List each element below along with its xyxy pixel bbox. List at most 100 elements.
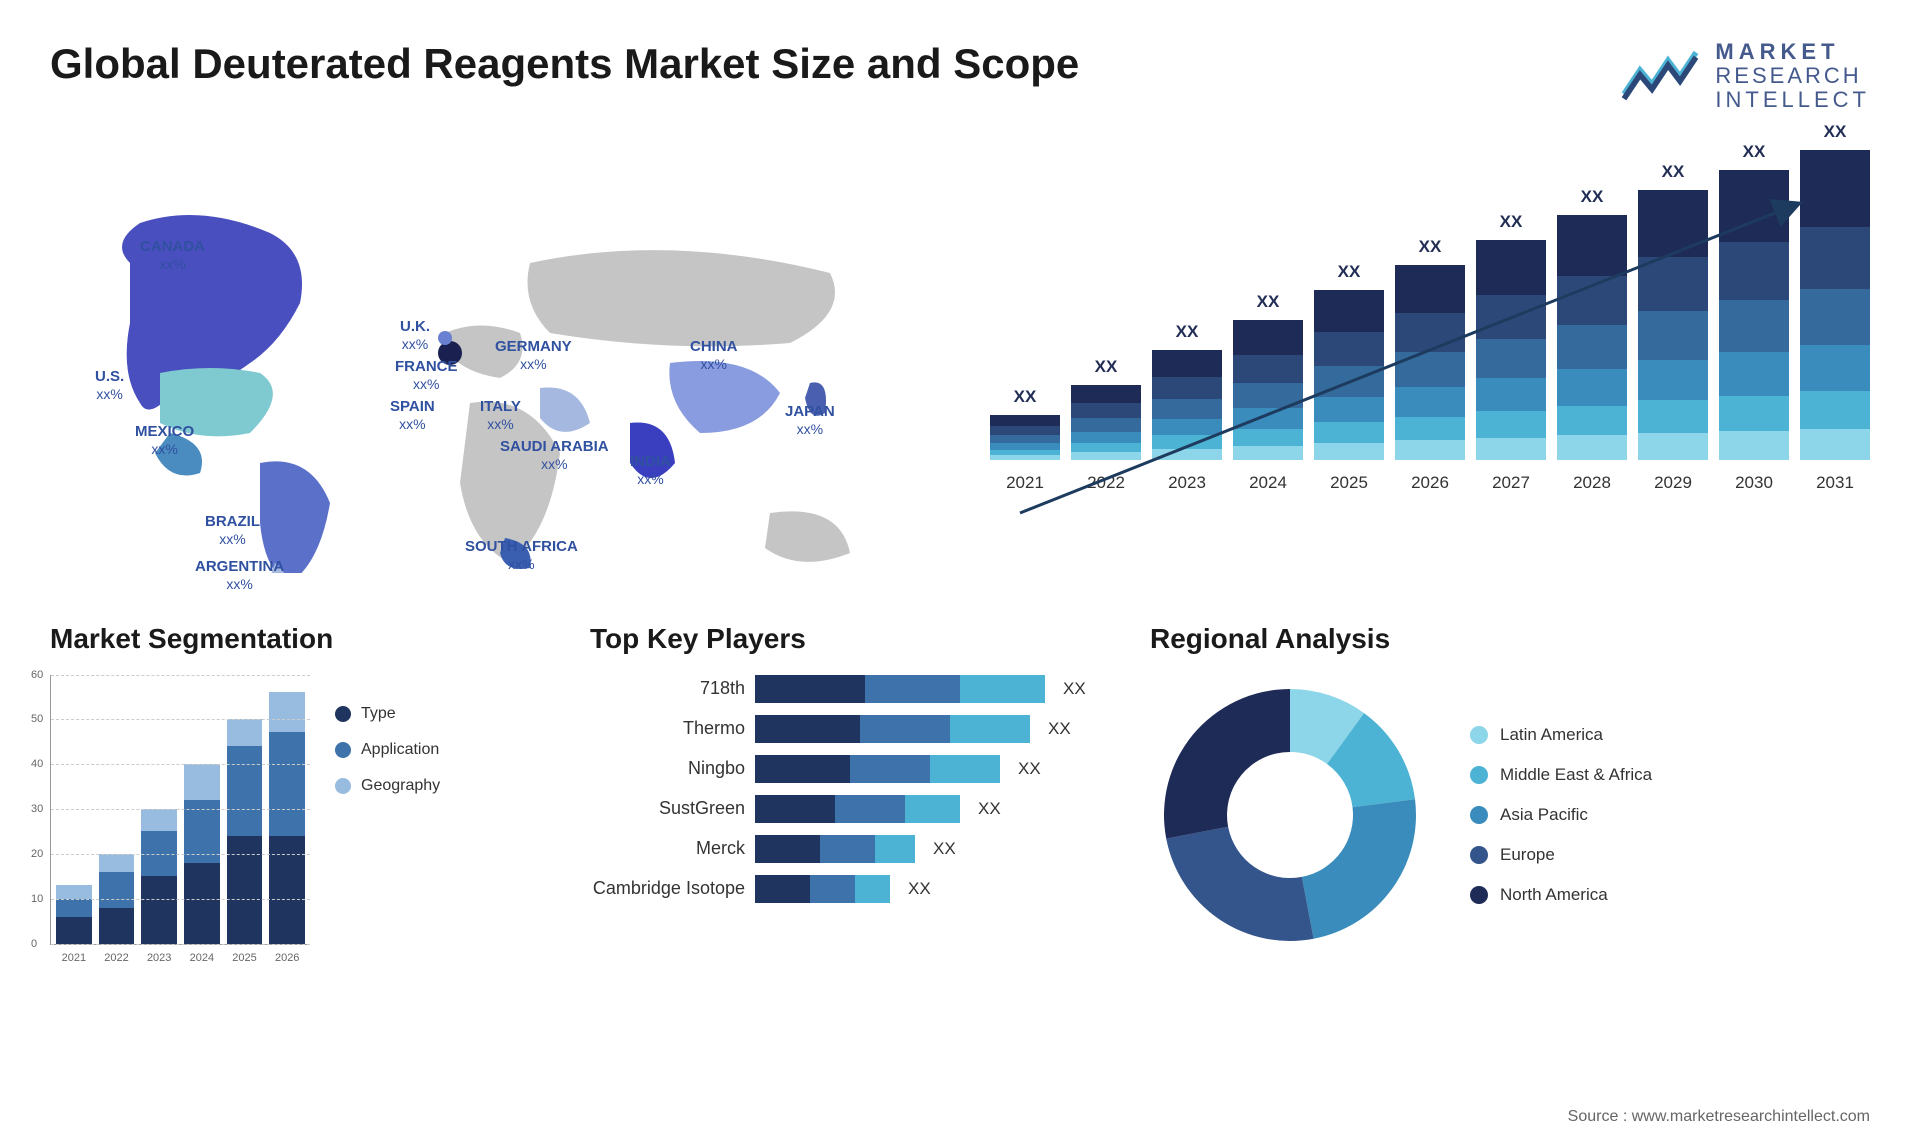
bottom-row: Market Segmentation 20212022202320242025… xyxy=(50,623,1870,955)
growth-bar: XX 2030 xyxy=(1719,142,1789,493)
growth-bar-label: XX xyxy=(1824,122,1847,142)
logo: MARKET RESEARCH INTELLECT xyxy=(1620,40,1870,113)
source-text: Source : www.marketresearchintellect.com xyxy=(1568,1108,1870,1126)
regional-legend-item: Europe xyxy=(1470,845,1652,865)
regional-section: Regional Analysis Latin AmericaMiddle Ea… xyxy=(1150,623,1870,955)
growth-bar: XX 2029 xyxy=(1638,162,1708,493)
growth-year: 2028 xyxy=(1573,473,1611,493)
logo-line3: INTELLECT xyxy=(1715,88,1870,112)
growth-chart: XX2021XX2022XX2023XX2024XX2025XX2026XX20… xyxy=(990,143,1870,573)
logo-line2: RESEARCH xyxy=(1715,64,1870,88)
header: Global Deuterated Reagents Market Size a… xyxy=(50,40,1870,113)
player-row: 718thXX xyxy=(590,675,1100,703)
segmentation-section: Market Segmentation 20212022202320242025… xyxy=(50,623,540,955)
player-value: XX xyxy=(1048,719,1071,739)
regional-legend-item: North America xyxy=(1470,885,1652,905)
segmentation-bars: 202120222023202420252026 0102030405060 xyxy=(50,675,310,945)
growth-year: 2031 xyxy=(1816,473,1854,493)
regional-donut xyxy=(1150,675,1430,955)
regional-legend: Latin AmericaMiddle East & AfricaAsia Pa… xyxy=(1470,725,1652,905)
growth-bar-label: XX xyxy=(1743,142,1766,162)
growth-bar-label: XX xyxy=(1095,357,1118,377)
map-label: BRAZILxx% xyxy=(205,513,260,549)
growth-bar: XX 2023 xyxy=(1152,322,1222,493)
player-row: Thermo XX xyxy=(590,715,1100,743)
seg-bar xyxy=(269,692,305,944)
growth-bar-label: XX xyxy=(1662,162,1685,182)
growth-bar-label: XX xyxy=(1581,187,1604,207)
map-brazil xyxy=(260,461,330,573)
player-value: XX xyxy=(978,799,1001,819)
player-row: Merck XX xyxy=(590,835,1100,863)
growth-bar: XX2025 xyxy=(1314,262,1384,493)
regional-title: Regional Analysis xyxy=(1150,623,1870,655)
seg-bar xyxy=(56,885,92,944)
map-label: SPAINxx% xyxy=(390,398,435,434)
player-name: SustGreen xyxy=(590,798,745,819)
map-me xyxy=(540,387,590,431)
growth-bar: XX 2022 xyxy=(1071,357,1141,493)
map-australia xyxy=(765,511,850,562)
logo-icon xyxy=(1620,44,1700,109)
seg-bar xyxy=(227,719,263,944)
growth-year: 2023 xyxy=(1168,473,1206,493)
growth-bar-label: XX xyxy=(1419,237,1442,257)
seg-legend-item: Type xyxy=(335,705,440,723)
player-row: NingboXX xyxy=(590,755,1100,783)
player-name: Thermo xyxy=(590,718,745,739)
growth-year: 2022 xyxy=(1087,473,1125,493)
player-name: Merck xyxy=(590,838,745,859)
growth-bar: XX 2026 xyxy=(1395,237,1465,493)
map-label: GERMANYxx% xyxy=(495,338,572,374)
growth-year: 2027 xyxy=(1492,473,1530,493)
growth-year: 2021 xyxy=(1006,473,1044,493)
growth-bar: XX 2027 xyxy=(1476,212,1546,493)
map-label: INDIAxx% xyxy=(630,453,671,489)
segmentation-chart: 202120222023202420252026 0102030405060 T… xyxy=(50,675,540,945)
regional-wrap: Latin AmericaMiddle East & AfricaAsia Pa… xyxy=(1150,675,1870,955)
growth-bar: XX2021 xyxy=(990,387,1060,493)
players-title: Top Key Players xyxy=(590,623,1100,655)
player-value: XX xyxy=(933,839,956,859)
map-label: SAUDI ARABIAxx% xyxy=(500,438,609,474)
growth-year: 2025 xyxy=(1330,473,1368,493)
segmentation-legend: TypeApplicationGeography xyxy=(335,675,440,945)
player-value: XX xyxy=(1018,759,1041,779)
growth-year: 2030 xyxy=(1735,473,1773,493)
map-label: CANADAxx% xyxy=(140,238,205,274)
growth-bar: XX 2028 xyxy=(1557,187,1627,493)
growth-bar: XX2024 xyxy=(1233,292,1303,493)
regional-legend-item: Asia Pacific xyxy=(1470,805,1652,825)
page-title: Global Deuterated Reagents Market Size a… xyxy=(50,40,1079,88)
segmentation-title: Market Segmentation xyxy=(50,623,540,655)
player-row: Cambridge IsotopeXX xyxy=(590,875,1100,903)
map-uk xyxy=(438,331,452,345)
donut-slice xyxy=(1166,826,1313,940)
map-russia xyxy=(528,250,836,346)
logo-line1: MARKET xyxy=(1715,40,1870,64)
seg-legend-item: Geography xyxy=(335,777,440,795)
player-value: XX xyxy=(1063,679,1086,699)
growth-year: 2026 xyxy=(1411,473,1449,493)
growth-bar-label: XX xyxy=(1500,212,1523,232)
map-label: ITALYxx% xyxy=(480,398,521,434)
growth-year: 2029 xyxy=(1654,473,1692,493)
regional-legend-item: Latin America xyxy=(1470,725,1652,745)
map-label: SOUTH AFRICAxx% xyxy=(465,538,578,574)
growth-bar-label: XX xyxy=(1257,292,1280,312)
donut-slice xyxy=(1164,689,1290,839)
map-label: CHINAxx% xyxy=(690,338,738,374)
seg-bar xyxy=(141,809,177,944)
players-section: Top Key Players 718thXXThermoXXNingboXXS… xyxy=(590,623,1100,955)
map-label: U.S.xx% xyxy=(95,368,124,404)
growth-bar-label: XX xyxy=(1176,322,1199,342)
player-row: SustGreen XX xyxy=(590,795,1100,823)
map-label: FRANCExx% xyxy=(395,358,458,394)
map-label: ARGENTINAxx% xyxy=(195,558,284,594)
player-value: XX xyxy=(908,879,931,899)
growth-bar: XX 2031 xyxy=(1800,122,1870,493)
map-label: JAPANxx% xyxy=(785,403,835,439)
donut-slice xyxy=(1302,799,1416,939)
map-svg xyxy=(50,143,930,573)
world-map: CANADAxx%U.S.xx%MEXICOxx%BRAZILxx%ARGENT… xyxy=(50,143,930,573)
